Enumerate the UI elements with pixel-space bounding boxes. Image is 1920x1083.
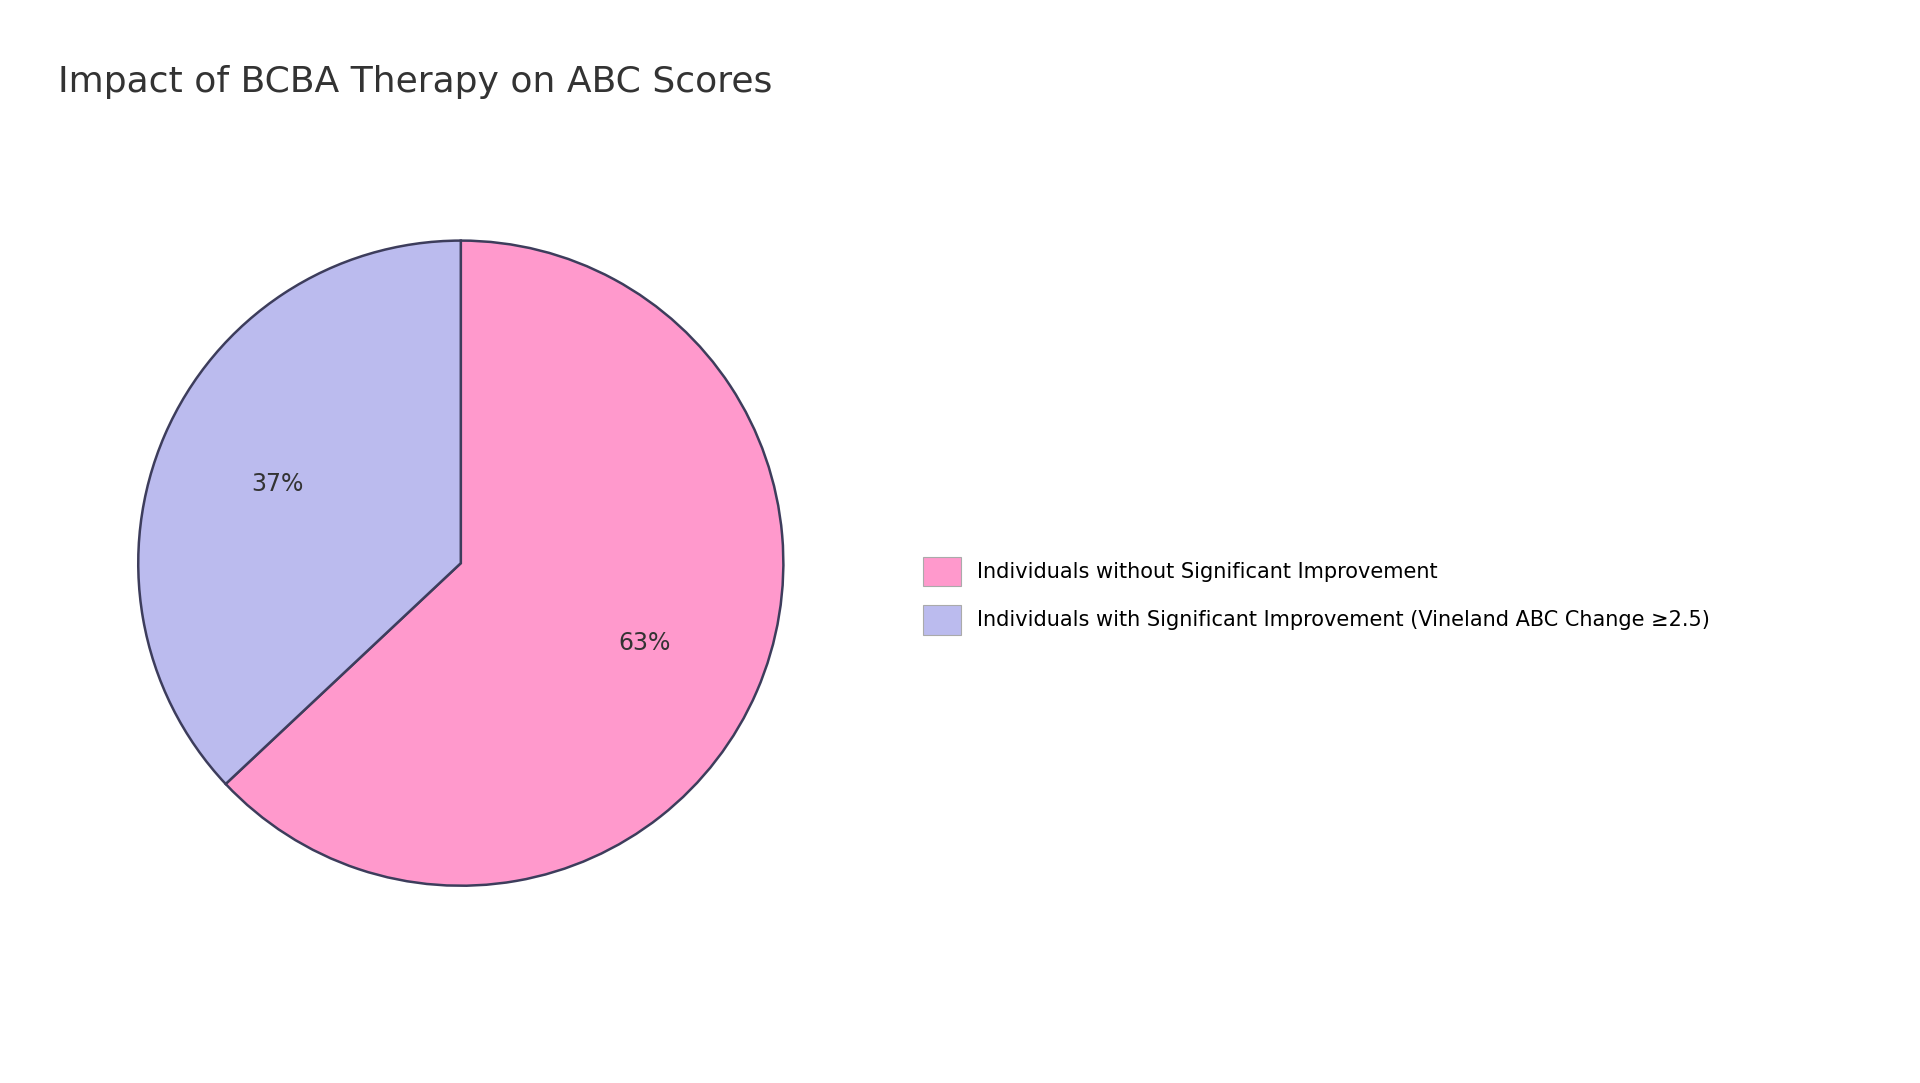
Text: 63%: 63% (618, 630, 670, 654)
Text: 37%: 37% (252, 472, 303, 496)
Wedge shape (227, 240, 783, 886)
Text: Impact of BCBA Therapy on ABC Scores: Impact of BCBA Therapy on ABC Scores (58, 65, 772, 99)
Legend: Individuals without Significant Improvement, Individuals with Significant Improv: Individuals without Significant Improvem… (912, 547, 1720, 644)
Wedge shape (138, 240, 461, 784)
